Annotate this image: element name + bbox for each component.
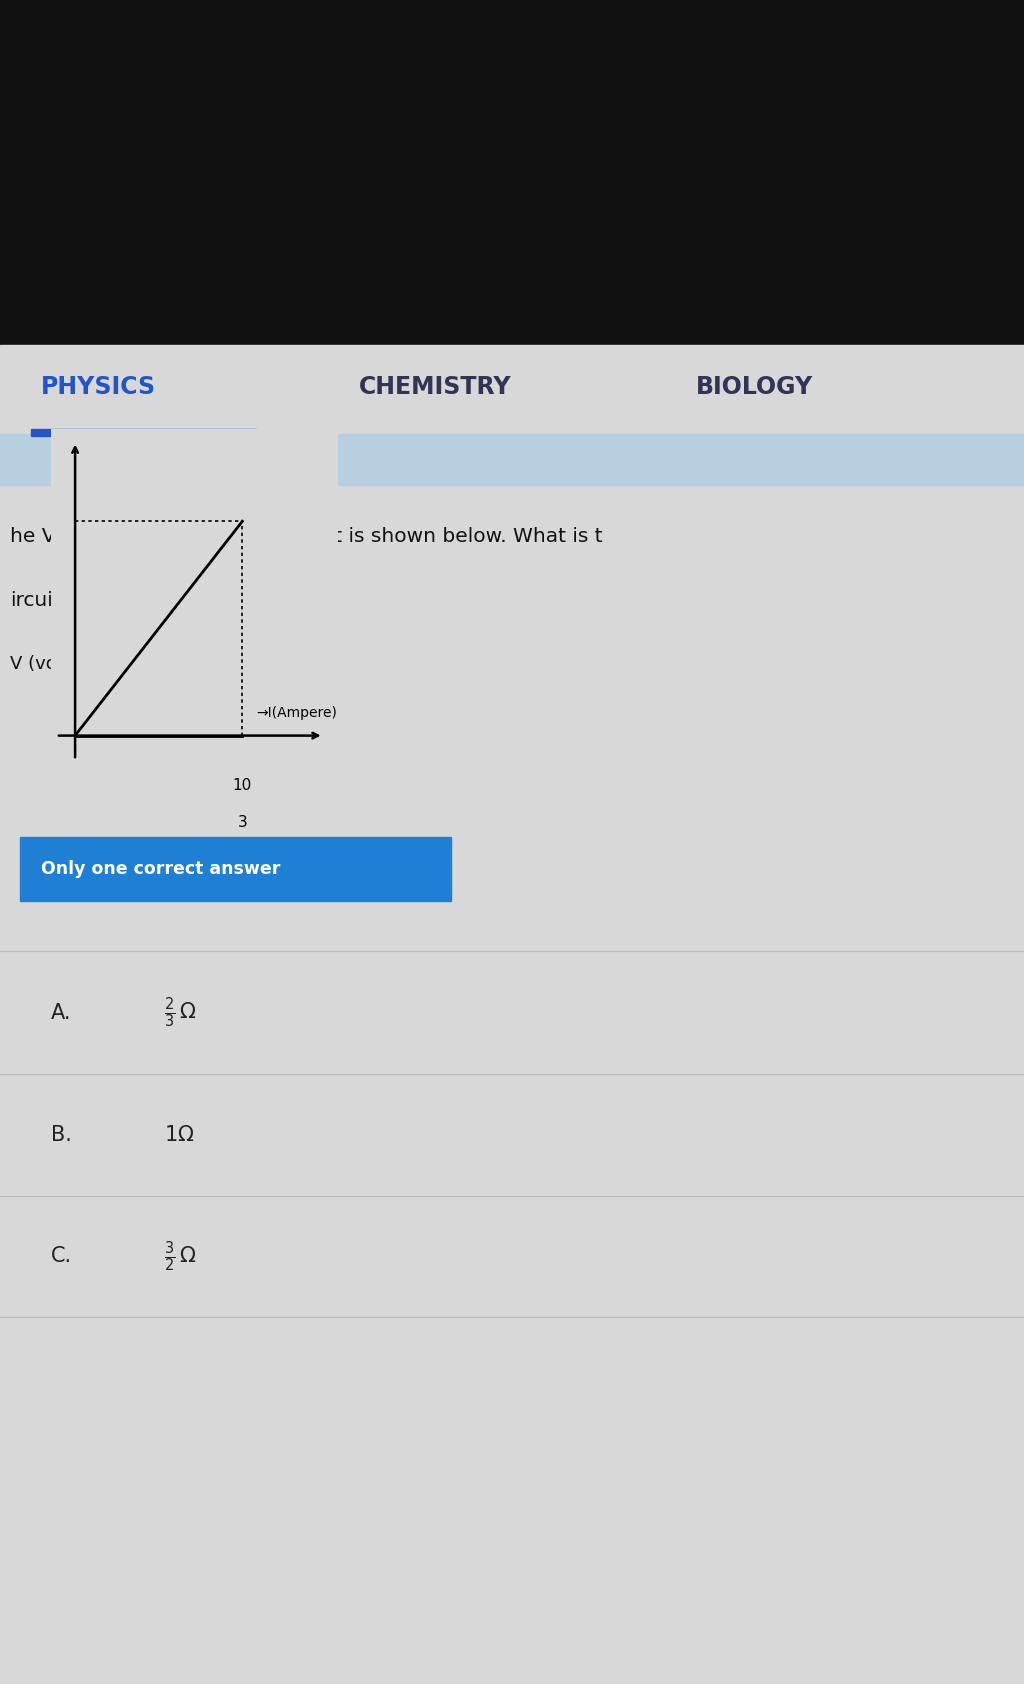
Bar: [31, 429, 256, 436]
Text: 10: 10: [232, 778, 252, 793]
Bar: [20, 837, 451, 901]
Text: he V-/graph for an electric circuit is shown below. What is t: he V-/graph for an electric circuit is s…: [10, 527, 603, 546]
Bar: [0, 0, 1024, 345]
Text: CHEMISTRY: CHEMISTRY: [358, 376, 511, 399]
Text: $1\Omega$: $1\Omega$: [164, 1125, 195, 1145]
Bar: [0, 485, 1024, 1684]
Text: V (volt): V (volt): [10, 655, 76, 674]
Bar: [0, 434, 1024, 485]
Text: $\frac{2}{3}\,\Omega$: $\frac{2}{3}\,\Omega$: [164, 995, 197, 1031]
Text: ircuit?: ircuit?: [10, 591, 72, 610]
Text: Only one correct answer: Only one correct answer: [41, 861, 281, 877]
Text: PHYSICS: PHYSICS: [41, 376, 156, 399]
Text: 3: 3: [238, 815, 247, 830]
Text: B.: B.: [51, 1125, 72, 1145]
Text: A.: A.: [51, 1004, 72, 1022]
Text: C.: C.: [51, 1246, 73, 1266]
Text: $\frac{3}{2}\,\Omega$: $\frac{3}{2}\,\Omega$: [164, 1239, 197, 1273]
Text: →I(Ampere): →I(Ampere): [257, 706, 338, 721]
Text: BIOLOGY: BIOLOGY: [696, 376, 814, 399]
Bar: [0, 345, 1024, 438]
